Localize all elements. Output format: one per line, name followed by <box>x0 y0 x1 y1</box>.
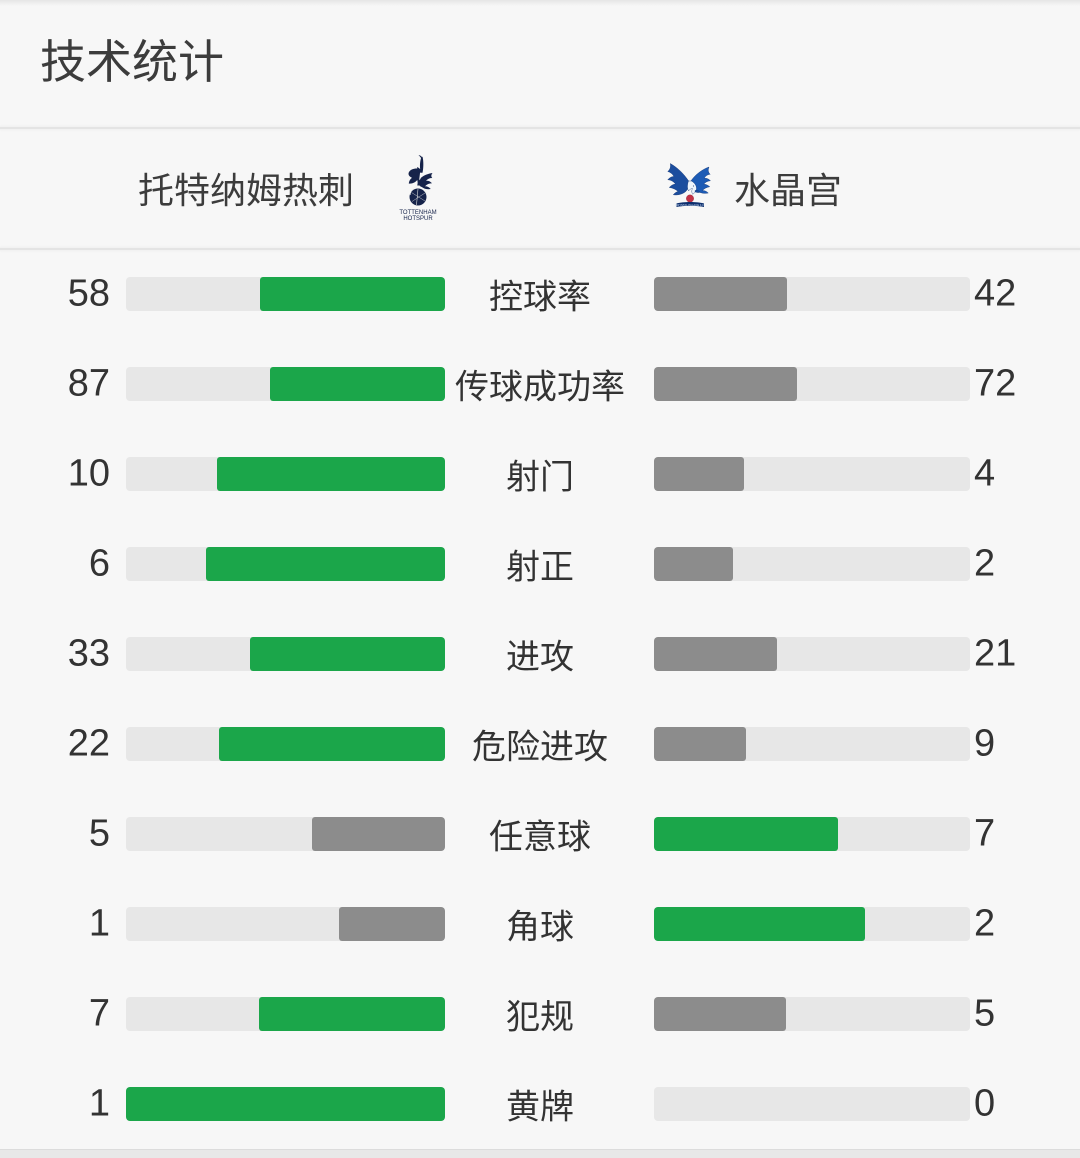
svg-text:TOTTENHAM: TOTTENHAM <box>399 210 436 216</box>
svg-text:HOTSPUR: HOTSPUR <box>403 216 433 222</box>
